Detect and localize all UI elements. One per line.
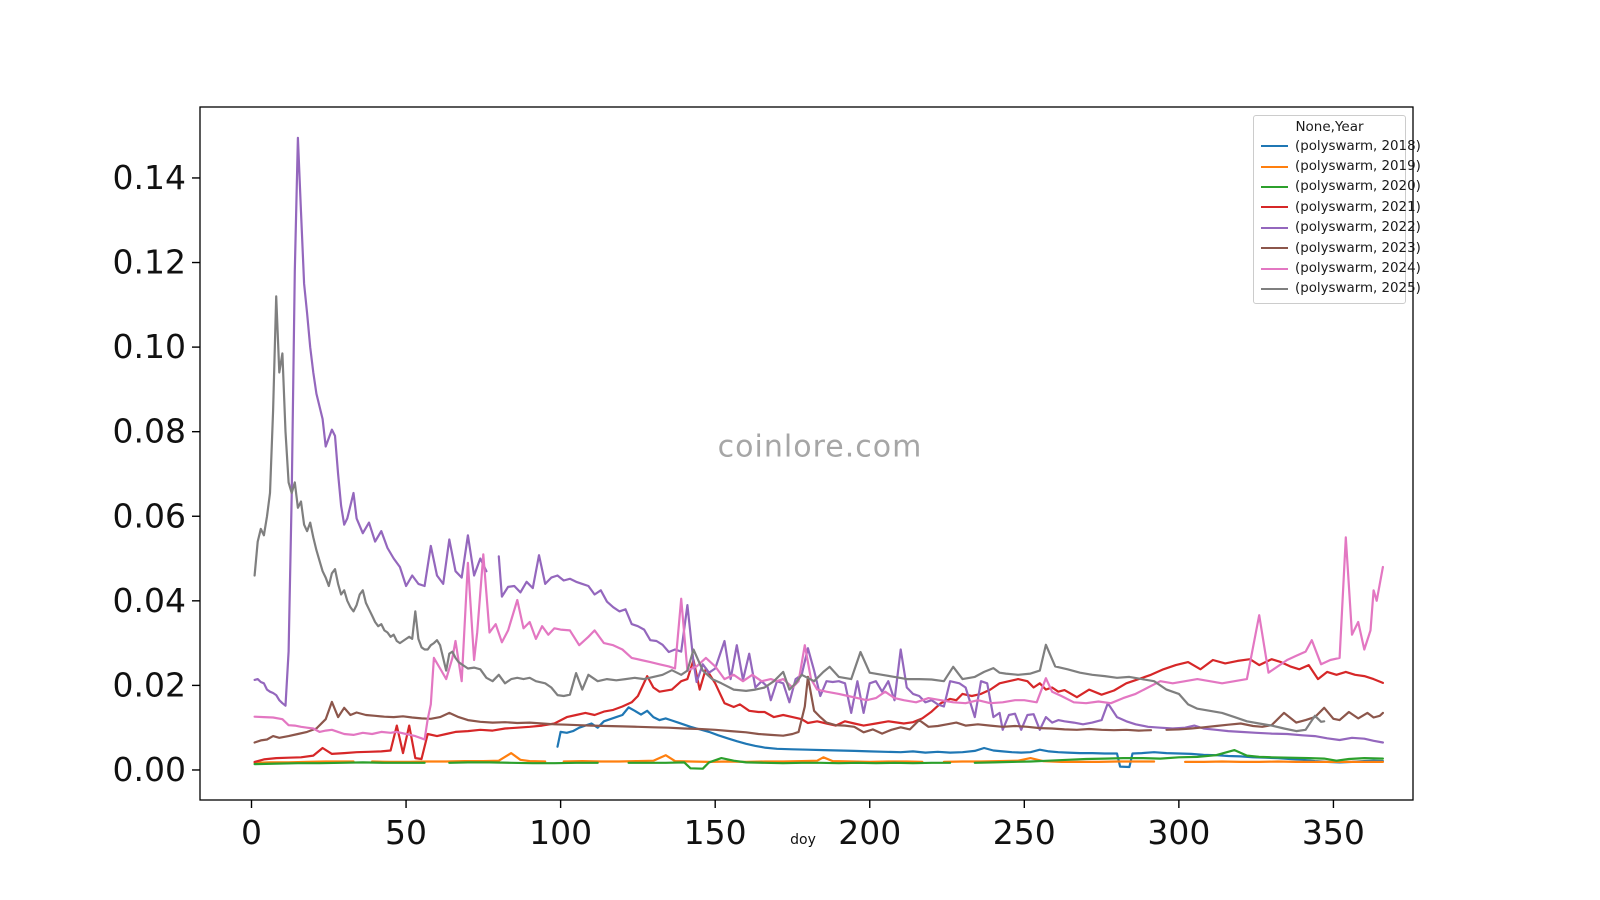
legend-line-swatch xyxy=(1261,247,1288,250)
legend-entry-2025: (polyswarm, 2025) xyxy=(1254,279,1421,299)
y-tick-label: 0.10 xyxy=(113,327,186,366)
y-tick-label: 0.08 xyxy=(113,412,186,451)
legend-line-swatch xyxy=(1261,145,1288,148)
x-tick-label: 350 xyxy=(1302,813,1365,852)
legend-entry-label: (polyswarm, 2025) xyxy=(1295,281,1421,297)
legend-line-swatch xyxy=(1261,267,1288,270)
x-tick-label: 100 xyxy=(529,813,592,852)
x-tick-label: 0 xyxy=(241,813,262,852)
legend-box: None,Year (polyswarm, 2018) (polyswarm, 2… xyxy=(1253,115,1421,305)
x-tick-label: 50 xyxy=(385,813,427,852)
legend-entry-label: (polyswarm, 2022) xyxy=(1295,220,1421,236)
x-tick-label: 300 xyxy=(1147,813,1210,852)
legend-entry-2021: (polyswarm, 2021) xyxy=(1254,197,1421,217)
y-tick-label: 0.02 xyxy=(113,665,186,704)
watermark: coinlore.com xyxy=(717,429,923,465)
legend-entry-2019: (polyswarm, 2019) xyxy=(1254,156,1421,176)
y-tick-label: 0.00 xyxy=(113,750,186,789)
legend-entry-label: (polyswarm, 2021) xyxy=(1295,199,1421,215)
legend-line-swatch xyxy=(1261,185,1288,188)
legend-entry-label: (polyswarm, 2019) xyxy=(1295,159,1421,175)
x-tick-label: 200 xyxy=(838,813,901,852)
legend-entry-label: (polyswarm, 2020) xyxy=(1295,179,1421,195)
series-line-2023 xyxy=(253,675,1384,744)
legend-entry-2024: (polyswarm, 2024) xyxy=(1254,258,1421,278)
series-line-2022 xyxy=(253,136,1384,744)
legend-line-swatch xyxy=(1261,165,1288,168)
legend-entry-2018: (polyswarm, 2018) xyxy=(1254,136,1421,156)
legend-line-swatch xyxy=(1261,226,1288,229)
legend-entry-2022: (polyswarm, 2022) xyxy=(1254,218,1421,238)
plot-border xyxy=(199,106,1414,801)
legend-line-swatch xyxy=(1261,206,1288,209)
series-line-2021 xyxy=(253,658,1384,763)
legend-entry-label: (polyswarm, 2023) xyxy=(1295,240,1421,256)
series-line-2020 xyxy=(253,749,1384,770)
series-line-2018 xyxy=(556,706,1384,769)
legend-entry-label: (polyswarm, 2024) xyxy=(1295,261,1421,277)
legend-entry-2023: (polyswarm, 2023) xyxy=(1254,238,1421,258)
x-axis-label: doy xyxy=(790,832,816,848)
y-tick-label: 0.06 xyxy=(113,496,186,535)
series-line-2025 xyxy=(253,295,1326,733)
x-tick-label: 150 xyxy=(684,813,747,852)
legend-line-swatch xyxy=(1261,287,1288,290)
y-tick-label: 0.12 xyxy=(113,243,186,282)
x-tick-label: 250 xyxy=(993,813,1056,852)
legend-entry-label: (polyswarm, 2018) xyxy=(1295,138,1421,154)
y-tick-label: 0.04 xyxy=(113,581,186,620)
legend-entry-2020: (polyswarm, 2020) xyxy=(1254,177,1421,197)
y-tick-label: 0.14 xyxy=(113,158,186,197)
series-line-2024 xyxy=(253,536,1384,741)
legend-title: None,Year xyxy=(1295,119,1364,135)
